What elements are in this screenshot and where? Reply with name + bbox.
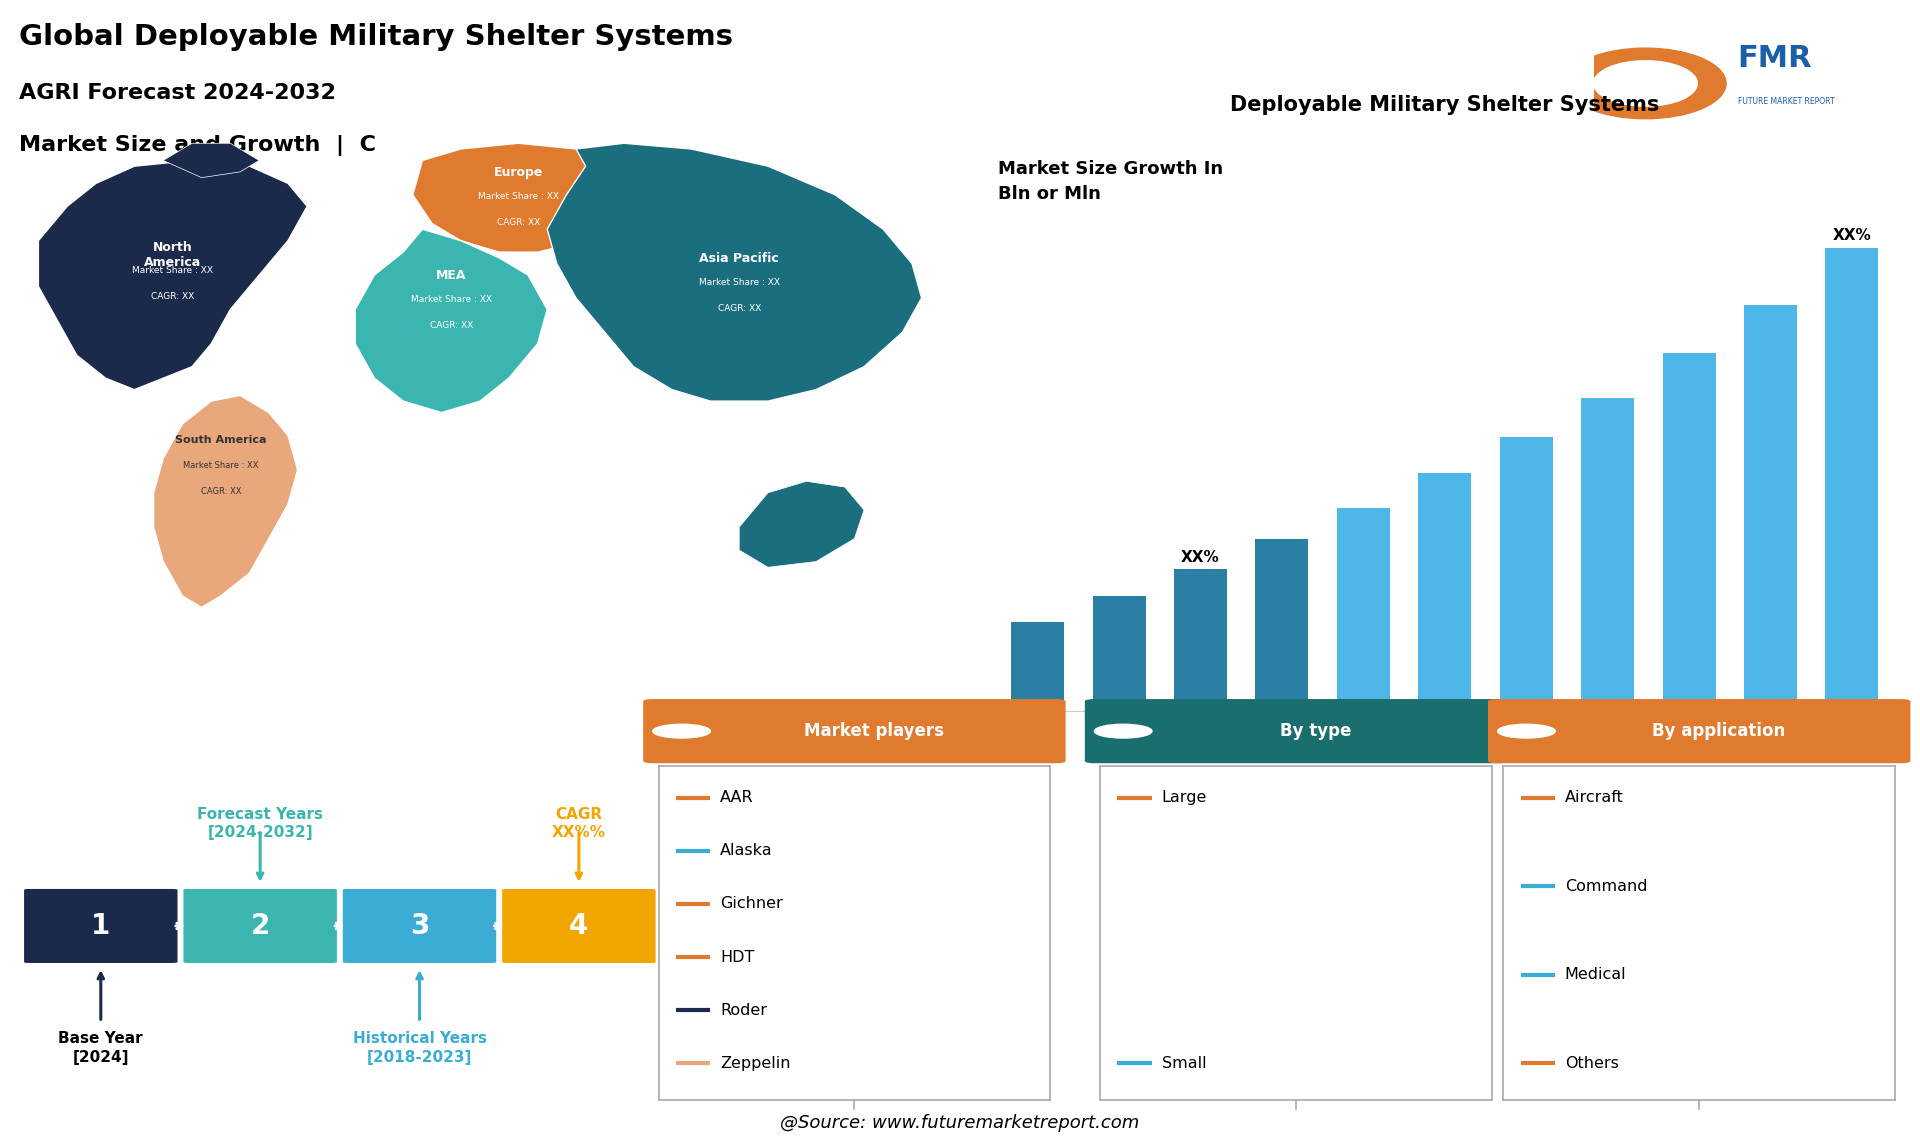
Text: Medical: Medical bbox=[1565, 967, 1626, 982]
FancyBboxPatch shape bbox=[342, 888, 497, 964]
Text: CAGR: XX: CAGR: XX bbox=[152, 292, 194, 301]
Text: Global Deployable Military Shelter Systems: Global Deployable Military Shelter Syste… bbox=[19, 23, 733, 50]
Bar bbox=[1092, 596, 1146, 711]
Text: Market players: Market players bbox=[804, 722, 943, 740]
Text: CAGR: XX: CAGR: XX bbox=[430, 321, 472, 330]
Text: Market Share : XX: Market Share : XX bbox=[132, 266, 213, 275]
FancyBboxPatch shape bbox=[1488, 699, 1910, 763]
Circle shape bbox=[1498, 724, 1555, 738]
Text: CAGR
XX%%: CAGR XX%% bbox=[551, 807, 607, 840]
Text: Roder: Roder bbox=[720, 1003, 766, 1018]
Polygon shape bbox=[739, 481, 864, 567]
Polygon shape bbox=[163, 143, 259, 178]
Text: AGRI Forecast 2024-2032: AGRI Forecast 2024-2032 bbox=[19, 83, 336, 102]
Bar bbox=[1256, 539, 1308, 711]
Text: Zeppelin: Zeppelin bbox=[720, 1055, 791, 1072]
Text: Aircraft: Aircraft bbox=[1565, 790, 1624, 806]
Text: Historical Years
[2018-2023]: Historical Years [2018-2023] bbox=[353, 1031, 486, 1065]
Text: Command: Command bbox=[1565, 879, 1647, 894]
Text: Others: Others bbox=[1565, 1055, 1619, 1072]
Text: Market Share : XX: Market Share : XX bbox=[182, 461, 259, 470]
Circle shape bbox=[1094, 724, 1152, 738]
Text: Deployable Military Shelter Systems: Deployable Military Shelter Systems bbox=[1231, 95, 1659, 115]
Text: CAGR: XX: CAGR: XX bbox=[200, 487, 242, 496]
Text: Base Year
[2024]: Base Year [2024] bbox=[58, 1031, 144, 1065]
Polygon shape bbox=[154, 395, 298, 607]
FancyBboxPatch shape bbox=[501, 888, 657, 964]
Text: 2: 2 bbox=[250, 912, 271, 940]
Text: @Source: www.futuremarketreport.com: @Source: www.futuremarketreport.com bbox=[780, 1114, 1140, 1132]
Text: XX%: XX% bbox=[1181, 550, 1219, 565]
Bar bbox=[1582, 398, 1634, 711]
Circle shape bbox=[1594, 61, 1697, 107]
Polygon shape bbox=[547, 143, 922, 401]
Bar bbox=[1173, 570, 1227, 711]
Text: Market Size Growth In
Bln or Mln: Market Size Growth In Bln or Mln bbox=[998, 160, 1223, 204]
Text: Market Share : XX: Market Share : XX bbox=[411, 296, 492, 304]
Bar bbox=[1012, 622, 1064, 711]
Text: North
America: North America bbox=[144, 241, 202, 268]
FancyBboxPatch shape bbox=[643, 699, 1066, 763]
Text: HDT: HDT bbox=[720, 950, 755, 965]
Text: By type: By type bbox=[1279, 722, 1352, 740]
Text: FMR: FMR bbox=[1738, 44, 1812, 72]
Text: By application: By application bbox=[1651, 722, 1786, 740]
Text: 4: 4 bbox=[568, 912, 589, 940]
Text: FUTURE MARKET REPORT: FUTURE MARKET REPORT bbox=[1738, 96, 1834, 105]
Text: Large: Large bbox=[1162, 790, 1208, 806]
Text: Market Share : XX: Market Share : XX bbox=[478, 191, 559, 201]
Bar bbox=[1419, 472, 1471, 711]
Text: South America: South America bbox=[175, 435, 267, 446]
Bar bbox=[1500, 438, 1553, 711]
Bar bbox=[1743, 305, 1797, 711]
Bar bbox=[1826, 248, 1878, 711]
Polygon shape bbox=[38, 160, 307, 390]
Text: AAR: AAR bbox=[720, 790, 755, 806]
Text: XX%: XX% bbox=[1832, 228, 1872, 243]
Text: Market Size and Growth  |  C: Market Size and Growth | C bbox=[19, 134, 376, 156]
Text: 1: 1 bbox=[90, 912, 111, 940]
Text: Market Share : XX: Market Share : XX bbox=[699, 277, 780, 286]
Text: MEA: MEA bbox=[436, 269, 467, 282]
FancyBboxPatch shape bbox=[23, 888, 179, 964]
Bar bbox=[1336, 508, 1390, 711]
Text: CAGR: XX: CAGR: XX bbox=[718, 304, 760, 313]
Polygon shape bbox=[413, 143, 643, 252]
FancyBboxPatch shape bbox=[182, 888, 338, 964]
Text: Alaska: Alaska bbox=[720, 843, 772, 858]
Text: CAGR: XX: CAGR: XX bbox=[497, 218, 540, 227]
Circle shape bbox=[1565, 48, 1726, 119]
Circle shape bbox=[653, 724, 710, 738]
Text: 3: 3 bbox=[409, 912, 430, 940]
Text: Small: Small bbox=[1162, 1055, 1206, 1072]
FancyBboxPatch shape bbox=[1085, 699, 1507, 763]
Text: Gichner: Gichner bbox=[720, 896, 783, 911]
Bar bbox=[1663, 353, 1716, 711]
Text: Asia Pacific: Asia Pacific bbox=[699, 252, 780, 265]
Text: Europe: Europe bbox=[493, 166, 543, 179]
Polygon shape bbox=[355, 229, 547, 413]
Text: Forecast Years
[2024-2032]: Forecast Years [2024-2032] bbox=[198, 807, 323, 840]
